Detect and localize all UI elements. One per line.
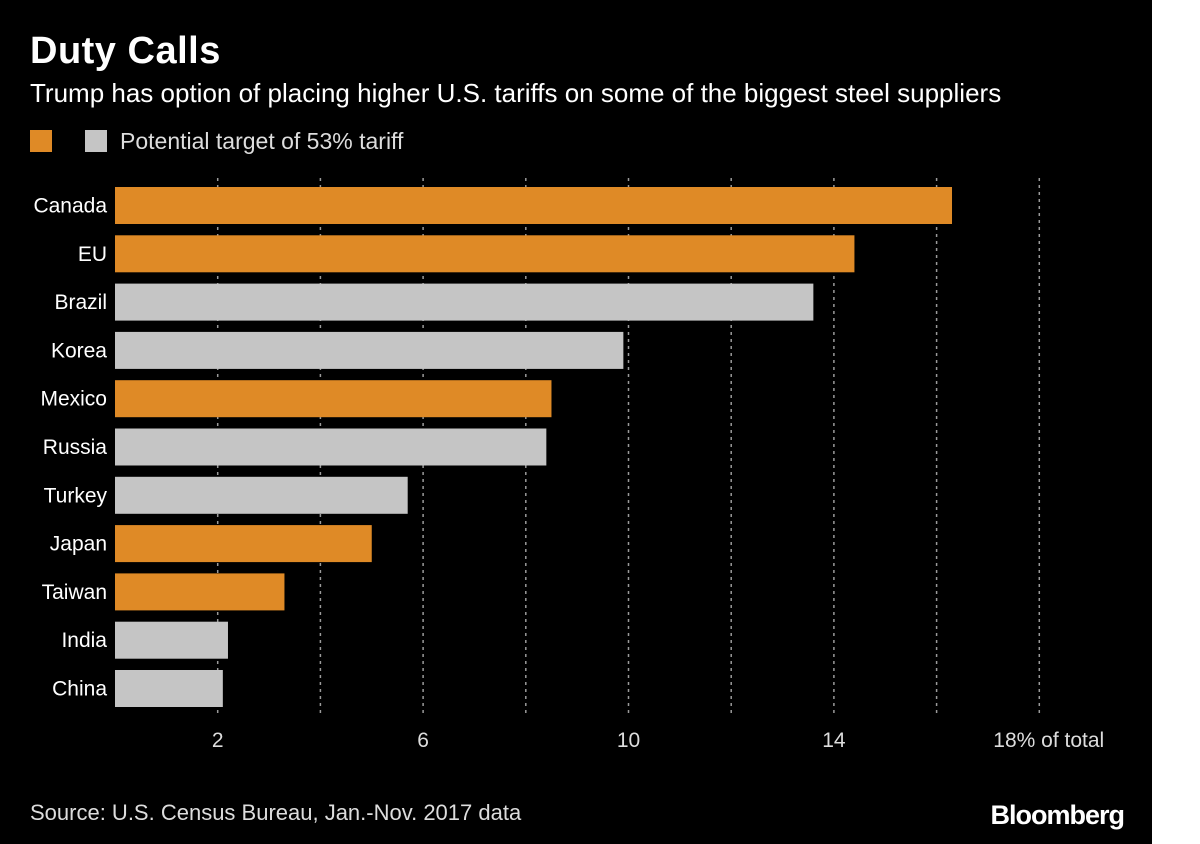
bar [115,380,552,418]
bar [115,235,855,273]
chart-title: Duty Calls [30,30,221,72]
bar [115,621,228,659]
category-label: Japan [50,533,107,556]
category-label: Turkey [44,484,108,507]
legend: Potential target of 53% tariff [30,128,403,154]
legend-swatch-gray [85,130,107,152]
category-label: EU [78,243,107,266]
legend-swatch-orange [30,130,52,152]
category-label: China [52,678,107,701]
bar [115,476,408,514]
chart-canvas: Duty Calls Trump has option of placing h… [0,0,1152,844]
category-label: Mexico [40,388,107,411]
tick-label: 14 [822,729,846,752]
bar [115,428,547,466]
source-note: Source: U.S. Census Bureau, Jan.-Nov. 20… [30,800,522,825]
tick-label: 18% of total [993,729,1104,752]
tick-label: 10 [617,729,640,752]
category-label: India [61,629,107,652]
category-label: Canada [33,195,107,218]
bar [115,187,953,224]
tick-label: 2 [212,729,224,752]
category-label: Taiwan [42,581,107,604]
category-label: Brazil [54,291,107,314]
chart-subtitle: Trump has option of placing higher U.S. … [30,78,1002,108]
bar-chart: Canada EU Brazil Korea Mexico Russia Turkey Jap… [33,178,1104,752]
brand-logo: Bloomberg [990,800,1125,830]
legend-label-gray: Potential target of 53% tariff [120,127,404,154]
bar [115,525,372,563]
bar [115,573,285,611]
bar [115,331,624,369]
tick-label: 6 [417,729,429,752]
bar [115,283,814,321]
category-label: Korea [51,339,107,362]
category-label: Russia [43,436,108,459]
bar [115,670,223,707]
